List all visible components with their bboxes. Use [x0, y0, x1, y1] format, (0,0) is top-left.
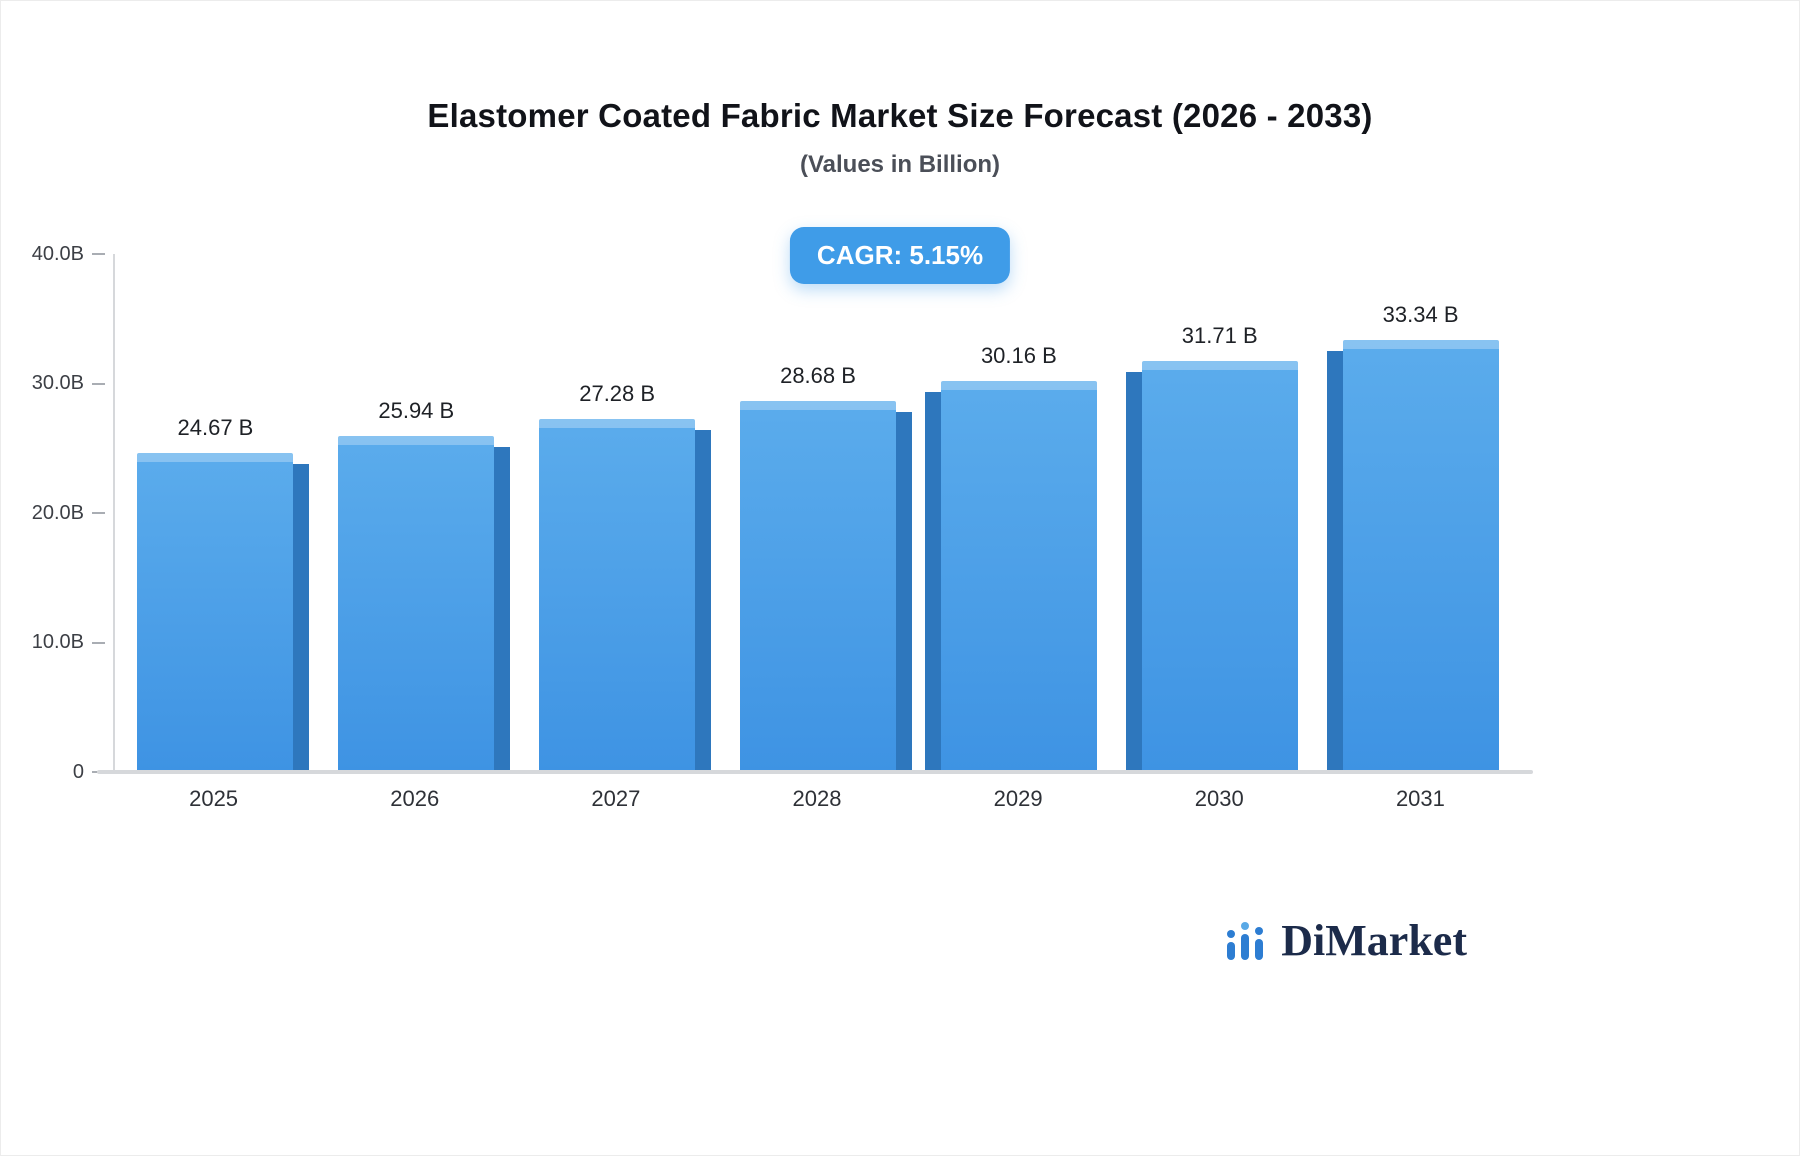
x-axis-label: 2025 [189, 786, 239, 811]
bar-2027[interactable] [539, 418, 712, 773]
bar-2026[interactable] [338, 436, 511, 772]
bar-value-label: 25.94 B [378, 398, 455, 424]
bar-2029[interactable] [924, 381, 1097, 772]
bar-value-label: 30.16 B [980, 343, 1057, 369]
bar-value-label: 28.68 B [780, 362, 856, 388]
bar-value-label: 27.28 B [579, 380, 656, 406]
y-tick-row: 10.0B [32, 630, 105, 656]
bar-2025[interactable] [137, 452, 310, 773]
y-axis-label: 0 [72, 760, 84, 783]
logo-text: DiMarket [1281, 916, 1467, 965]
y-axis: 40.0B 30.0B 20.0B 10.0B 0 [1, 241, 105, 785]
bar-2031[interactable] [1326, 340, 1499, 772]
y-tick-mark [92, 512, 105, 514]
bar-value-label: 24.67 B [177, 414, 254, 440]
bar-cell: 33.34 B [1320, 254, 1521, 772]
bar-2030[interactable] [1125, 361, 1298, 772]
dimarket-logo: DiMarket [1223, 917, 1467, 963]
x-axis-label: 2030 [1194, 786, 1244, 811]
y-axis-label: 20.0B [31, 501, 84, 524]
y-axis-label: 40.0B [31, 242, 84, 265]
y-axis-label: 10.0B [31, 631, 84, 653]
chart-subtitle: (Values in Billion) [799, 151, 1001, 178]
y-tick-mark [92, 382, 105, 385]
y-tick-row: 20.0B [32, 500, 105, 526]
y-tick-mark [92, 641, 105, 644]
y-axis-label: 30.0B [31, 372, 84, 394]
y-tick-mark [92, 253, 105, 255]
bar-cell: 31.71 B [1119, 254, 1320, 772]
bars-row: 24.67 B 25.94 B 27.28 B 28.68 B 30.16 B 31.71… [115, 254, 1521, 773]
bar-2028[interactable] [740, 400, 912, 773]
chart-title: Elastomer Coated Fabric Market Size Fore… [427, 97, 1373, 134]
bar-value-label: 31.71 B [1181, 323, 1258, 349]
bar-value-label: 33.34 B [1382, 302, 1459, 328]
bar-cell: 25.94 B [316, 254, 517, 772]
bar-cell: 27.28 B [517, 254, 718, 773]
bar-chart-icon [1227, 922, 1264, 960]
cagr-badge: CAGR: 5.15% [789, 227, 1011, 284]
bar-cell: 30.16 B [918, 254, 1119, 772]
x-axis-label: 2026 [390, 786, 440, 811]
y-tick-row: 30.0B [32, 371, 105, 397]
bar-cell: 28.68 B [718, 254, 919, 773]
x-axis-label: 2028 [792, 786, 842, 811]
plot-area: 24.67 B 25.94 B 27.28 B 28.68 B 30.16 B 31.71… [113, 254, 1521, 773]
y-tick-row: 40.0B [32, 241, 105, 267]
x-axis-labels: 2025 2026 2027 2028 2029 2030 2031 [113, 786, 1521, 812]
x-axis-label: 2027 [591, 786, 641, 811]
x-axis-label: 2029 [993, 786, 1043, 811]
x-axis-label: 2031 [1395, 786, 1445, 811]
x-axis-baseline [97, 770, 1533, 774]
bar-cell: 24.67 B [115, 254, 316, 773]
